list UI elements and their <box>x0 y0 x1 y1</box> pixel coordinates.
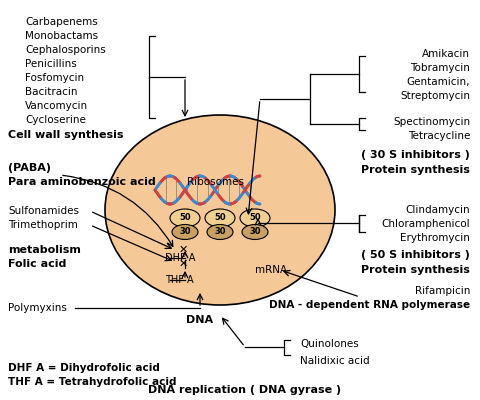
Text: DNA - dependent RNA polymerase: DNA - dependent RNA polymerase <box>269 300 470 310</box>
Text: Cephalosporins: Cephalosporins <box>25 45 106 55</box>
Text: Para aminobenzoic acid: Para aminobenzoic acid <box>8 177 156 187</box>
Text: Folic acid: Folic acid <box>8 259 66 269</box>
Text: Amikacin: Amikacin <box>422 49 470 59</box>
Text: 50: 50 <box>214 214 226 222</box>
Text: 30: 30 <box>214 228 226 236</box>
Text: ( 50 S inhibitors ): ( 50 S inhibitors ) <box>361 250 470 260</box>
Text: ✕: ✕ <box>178 259 188 269</box>
Text: THF A: THF A <box>165 275 193 285</box>
Ellipse shape <box>207 224 233 240</box>
Text: Sulfonamides: Sulfonamides <box>8 206 79 216</box>
Text: Streptomycin: Streptomycin <box>400 91 470 101</box>
Text: Nalidixic acid: Nalidixic acid <box>300 356 370 366</box>
Text: Ribosomes: Ribosomes <box>187 177 243 187</box>
Text: 50: 50 <box>249 214 261 222</box>
Ellipse shape <box>170 209 200 227</box>
Ellipse shape <box>240 209 270 227</box>
Text: Tobramycin: Tobramycin <box>410 63 470 73</box>
Ellipse shape <box>105 115 335 305</box>
Text: 50: 50 <box>179 214 191 222</box>
Text: Chloramphenicol: Chloramphenicol <box>382 219 470 229</box>
Text: Protein synthesis: Protein synthesis <box>361 265 470 275</box>
Text: Gentamicin,: Gentamicin, <box>407 77 470 87</box>
Text: Trimethoprim: Trimethoprim <box>8 220 78 230</box>
Text: Carbapenems: Carbapenems <box>25 17 98 27</box>
Text: Monobactams: Monobactams <box>25 31 98 41</box>
Text: Clindamycin: Clindamycin <box>406 205 470 215</box>
Text: Cell wall synthesis: Cell wall synthesis <box>8 130 123 140</box>
Text: DHF A: DHF A <box>165 253 195 263</box>
Text: DNA: DNA <box>186 315 214 325</box>
Text: DNA replication ( DNA gyrase ): DNA replication ( DNA gyrase ) <box>148 385 342 395</box>
Text: Penicillins: Penicillins <box>25 59 77 69</box>
Text: Protein synthesis: Protein synthesis <box>361 165 470 175</box>
Text: ✕: ✕ <box>178 245 188 255</box>
Text: ( 30 S inhibitors ): ( 30 S inhibitors ) <box>361 150 470 160</box>
Text: 30: 30 <box>179 228 191 236</box>
Text: DHF A = Dihydrofolic acid: DHF A = Dihydrofolic acid <box>8 363 160 373</box>
Text: Spectinomycin: Spectinomycin <box>393 117 470 127</box>
Text: Fosfomycin: Fosfomycin <box>25 73 84 83</box>
Ellipse shape <box>172 224 198 240</box>
Text: metabolism: metabolism <box>8 245 81 255</box>
Text: Vancomycin: Vancomycin <box>25 101 88 111</box>
Text: Quinolones: Quinolones <box>300 339 359 349</box>
Text: Tetracycline: Tetracycline <box>408 131 470 141</box>
Text: Erythromycin: Erythromycin <box>400 233 470 243</box>
Ellipse shape <box>242 224 268 240</box>
Ellipse shape <box>205 209 235 227</box>
Text: 30: 30 <box>249 228 261 236</box>
Text: Polymyxins: Polymyxins <box>8 303 67 313</box>
Text: mRNA: mRNA <box>255 265 287 275</box>
Text: (PABA): (PABA) <box>8 163 51 173</box>
Text: Rifampicin: Rifampicin <box>415 286 470 296</box>
Text: Cycloserine: Cycloserine <box>25 115 86 125</box>
Text: THF A = Tetrahydrofolic acid: THF A = Tetrahydrofolic acid <box>8 377 177 387</box>
Text: Bacitracin: Bacitracin <box>25 87 77 97</box>
